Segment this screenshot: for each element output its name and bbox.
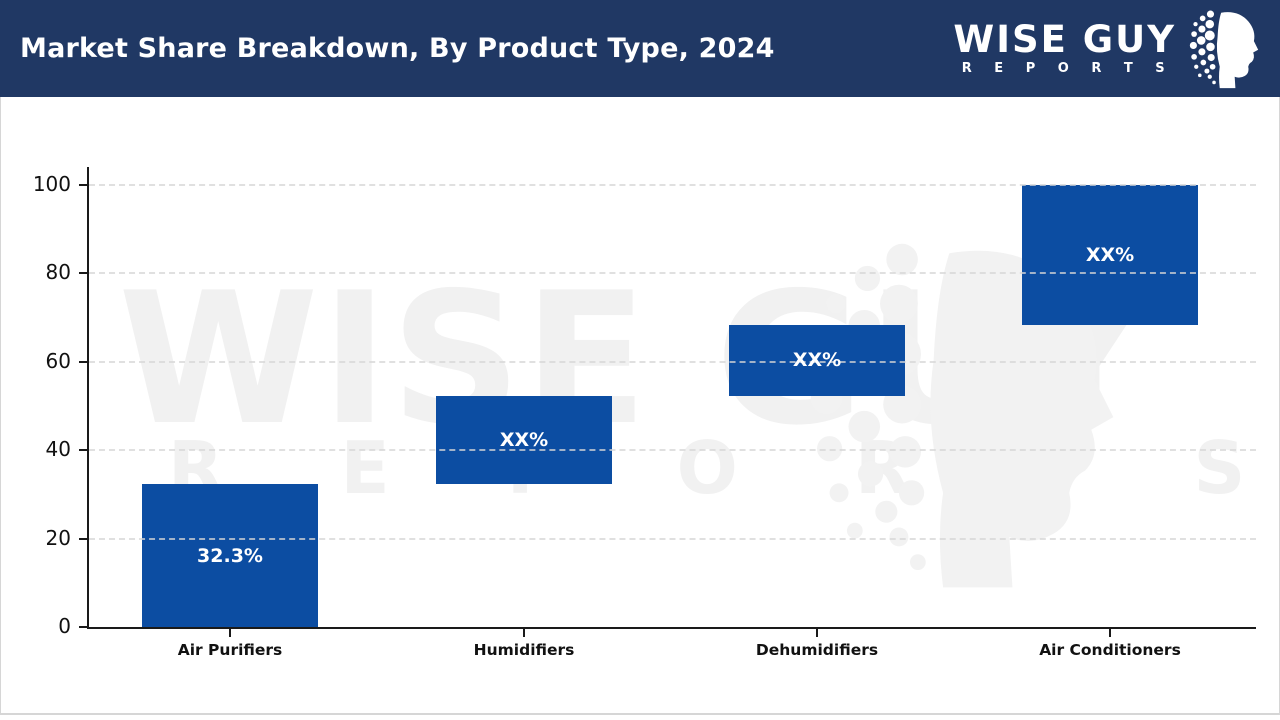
y-tick-mark	[79, 360, 87, 363]
y-tick-label: 100	[32, 172, 71, 196]
x-tick-mark	[523, 629, 525, 637]
gridline	[89, 360, 1256, 363]
logo-subtitle: R E P O R T S	[961, 61, 1174, 76]
logo-wordmark: WISE GUY	[953, 18, 1176, 61]
bar-value-label: XX%	[1085, 244, 1135, 267]
y-tick-mark	[79, 626, 87, 628]
y-tick-mark	[79, 272, 87, 275]
bottom-divider	[0, 713, 1280, 715]
category-label: Dehumidifiers	[755, 641, 879, 659]
header-bar: Market Share Breakdown, By Product Type,…	[0, 0, 1280, 97]
y-tick-label: 20	[45, 525, 71, 550]
logo-text: WISE GUY R E P O R T S	[953, 21, 1176, 76]
y-tick-mark	[79, 537, 87, 540]
bar-value-label: XX%	[499, 429, 549, 452]
bar-value-label: XX%	[792, 349, 842, 372]
x-axis	[87, 627, 1256, 629]
gridline	[89, 449, 1256, 452]
x-tick-mark	[1109, 629, 1111, 637]
bar	[1022, 185, 1198, 326]
x-tick-mark	[816, 629, 818, 637]
y-tick-label: 0	[58, 614, 71, 638]
y-tick-label: 80	[45, 260, 71, 285]
bar-value-label: 32.3%	[197, 544, 263, 567]
gridline	[89, 184, 1256, 186]
gridline	[89, 537, 1256, 540]
gridline	[89, 272, 1256, 275]
category-label: Air Conditioners	[1039, 641, 1181, 659]
page-title: Market Share Breakdown, By Product Type,…	[20, 33, 775, 64]
category-label: Air Purifiers	[177, 641, 283, 659]
logo-head-icon	[1189, 10, 1259, 88]
y-tick-mark	[79, 449, 87, 452]
y-axis	[87, 167, 89, 629]
bar	[729, 325, 905, 396]
bar	[436, 395, 612, 485]
y-tick-mark	[79, 184, 87, 186]
y-tick-label: 40	[45, 437, 71, 462]
category-label: Humidifiers	[473, 641, 575, 659]
wise-guy-logo: WISE GUY R E P O R T S	[953, 7, 1268, 91]
bar	[142, 484, 318, 627]
y-tick-label: 60	[45, 348, 71, 373]
x-tick-mark	[229, 629, 231, 637]
